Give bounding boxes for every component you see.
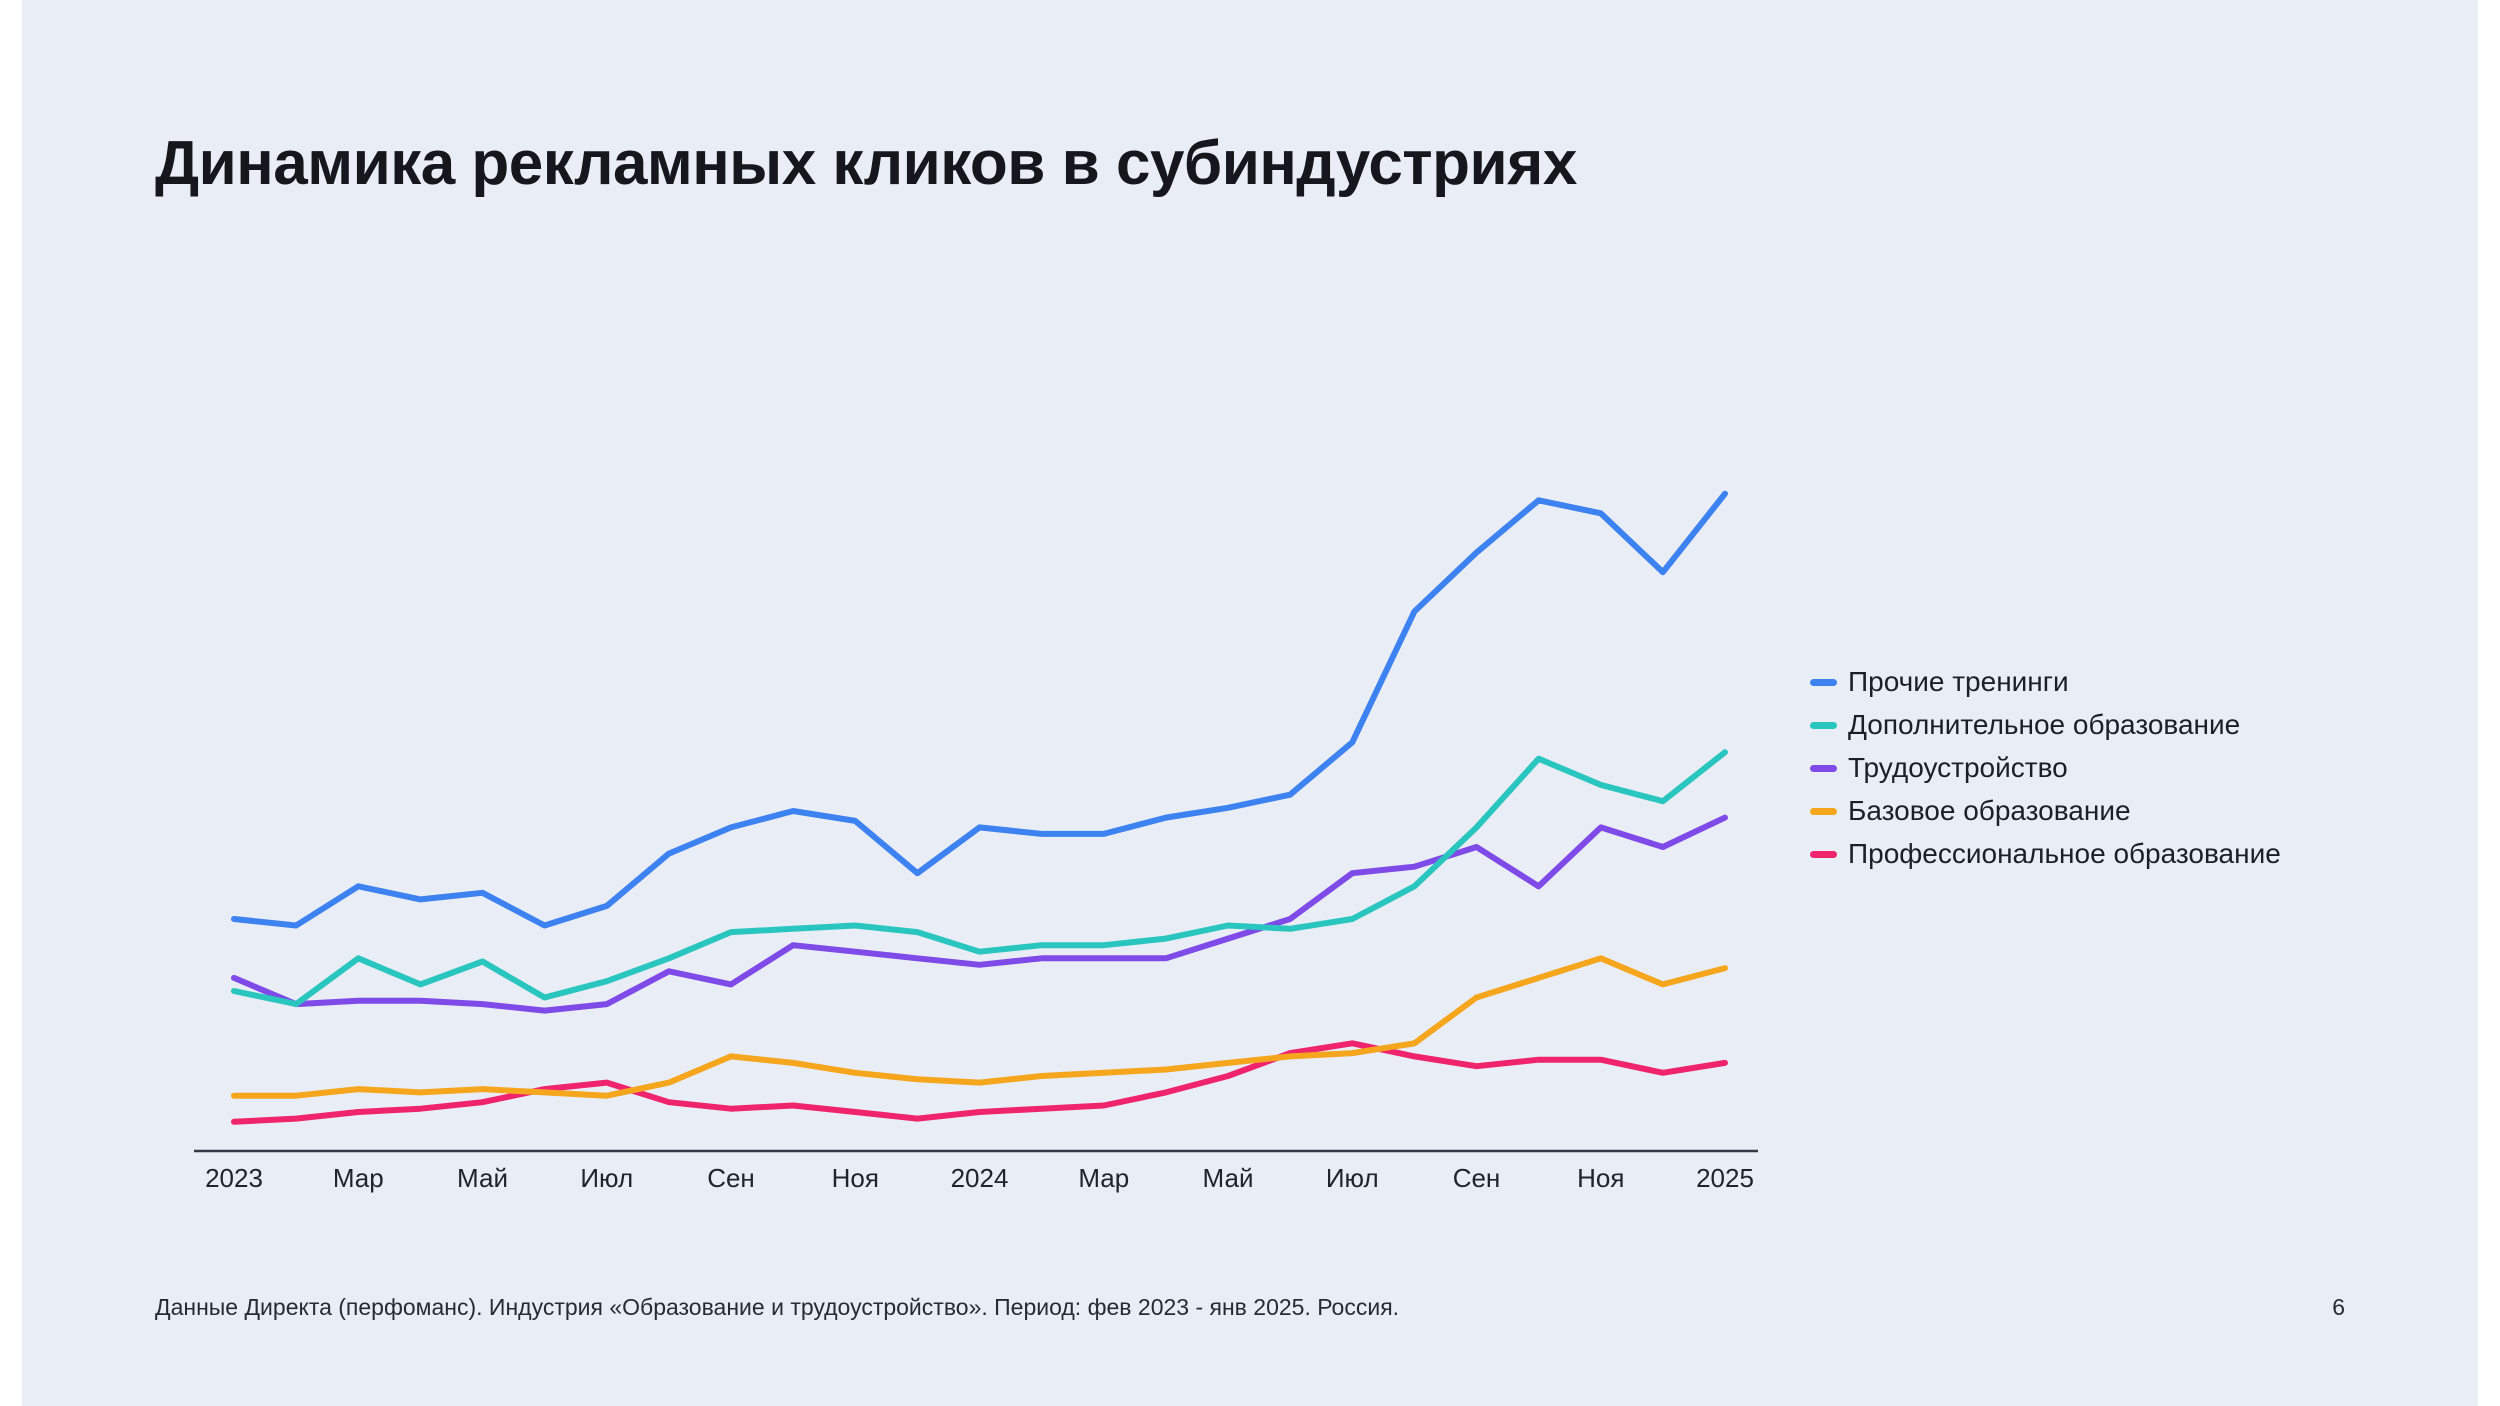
x-tick-label: Ноя [831, 1163, 879, 1193]
legend-line-marker [1810, 807, 1837, 815]
legend-item: Профессиональное образование [1810, 838, 2281, 869]
legend-item: Прочие тренинги [1810, 666, 2281, 697]
x-tick-label: Июл [580, 1163, 634, 1193]
x-axis-tick-labels: 2023 Мар Май Июл Сен Ноя 2024 Мар Май Ию… [191, 1163, 1768, 1194]
x-tick-label: Мар [332, 1163, 384, 1193]
legend-label: Профессиональное образование [1848, 838, 2281, 869]
source-note: Данные Директа (перфоманс). Индустрия «О… [155, 1294, 1400, 1320]
legend-label: Трудоустройство [1848, 752, 2068, 783]
x-tick-label: Май [1202, 1163, 1254, 1193]
legend-item: Базовое образование [1810, 795, 2281, 826]
page-number: 6 [2332, 1294, 2345, 1320]
page-gutter-left [0, 0, 22, 1406]
legend-line-marker [1810, 678, 1837, 686]
x-tick-label: Сен [1452, 1163, 1501, 1193]
x-tick-label: Май [457, 1163, 508, 1193]
legend-label: Прочие тренинги [1848, 666, 2069, 697]
page-gutter-right [2478, 0, 2500, 1406]
x-tick-label: Сен [707, 1163, 755, 1193]
legend-label: Базовое образование [1848, 795, 2131, 826]
legend-line-marker [1810, 764, 1837, 772]
x-tick-label: 2024 [950, 1163, 1009, 1193]
legend-item: Дополнительное образование [1810, 709, 2281, 740]
x-tick-label: 2023 [205, 1163, 263, 1193]
legend-item: Трудоустройство [1810, 752, 2281, 783]
x-tick-label: Июл [1325, 1163, 1379, 1193]
legend-line-marker [1810, 721, 1837, 729]
chart-legend: Прочие тренинги Дополнительное образован… [1810, 666, 2281, 869]
legend-line-marker [1810, 850, 1837, 858]
legend-label: Дополнительное образование [1848, 709, 2241, 740]
page-title: Динамика рекламных кликов в субиндустрия… [155, 128, 1577, 198]
x-tick-label: Мар [1078, 1163, 1130, 1193]
x-tick-label: Ноя [1577, 1163, 1625, 1193]
x-tick-label: 2025 [1696, 1163, 1754, 1193]
